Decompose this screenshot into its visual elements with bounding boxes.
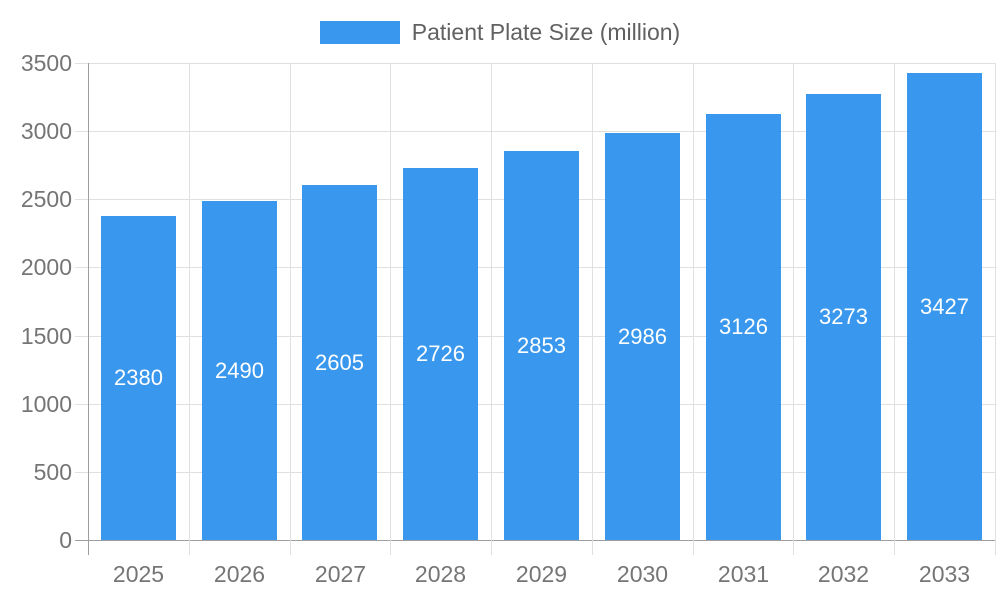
x-tick-label: 2030 <box>616 561 669 587</box>
y-tick-label: 500 <box>33 459 72 485</box>
x-tick-label: 2033 <box>918 561 971 587</box>
bar-value-label: 2380 <box>114 365 163 390</box>
bar: 3273 <box>806 94 881 540</box>
x-tick-label: 2025 <box>112 561 165 587</box>
y-tick-label: 1500 <box>20 323 72 349</box>
x-tick-label: 2028 <box>414 561 467 587</box>
bar-value-label: 3427 <box>920 293 969 319</box>
y-tick-label: 3000 <box>20 118 72 144</box>
y-gridline <box>75 131 995 132</box>
bar: 2490 <box>202 201 277 540</box>
x-tick-label: 2029 <box>515 561 568 587</box>
bar-value-label: 2605 <box>315 349 364 375</box>
bar-value-label: 2726 <box>416 341 465 366</box>
bar-value-label: 2986 <box>618 323 667 349</box>
bar: 3126 <box>706 114 781 540</box>
y-tick-label: 1000 <box>20 391 72 417</box>
y-tick-label: 0 <box>59 527 72 553</box>
y-tick-label: 3500 <box>20 50 72 76</box>
x-gridline <box>693 63 694 555</box>
bar: 2853 <box>504 151 579 540</box>
y-axis-line <box>88 63 89 555</box>
x-tick-label: 2031 <box>717 561 770 587</box>
bar: 2605 <box>302 185 377 540</box>
bar: 3427 <box>907 73 982 540</box>
x-gridline <box>592 63 593 555</box>
x-gridline <box>491 63 492 555</box>
x-gridline <box>793 63 794 555</box>
bar: 2986 <box>605 133 680 540</box>
bar: 2380 <box>101 216 176 540</box>
legend-swatch <box>319 20 400 44</box>
x-tick-label: 2027 <box>314 561 367 587</box>
x-tick-label: 2026 <box>213 561 266 587</box>
bar-value-label: 3273 <box>819 304 868 329</box>
x-gridline <box>995 63 996 555</box>
bar-value-label: 2490 <box>215 357 264 383</box>
bar-value-label: 2853 <box>517 332 566 358</box>
x-tick-label: 2032 <box>817 561 870 587</box>
bar-value-label: 3126 <box>719 314 768 339</box>
x-gridline <box>894 63 895 555</box>
legend[interactable]: Patient Plate Size (million) <box>0 18 1000 46</box>
y-tick-label: 2000 <box>20 254 72 280</box>
x-axis-line <box>75 540 995 541</box>
x-gridline <box>189 63 190 555</box>
legend-label: Patient Plate Size (million) <box>411 18 681 45</box>
y-gridline <box>75 63 995 64</box>
x-gridline <box>390 63 391 555</box>
x-gridline <box>290 63 291 555</box>
y-tick-label: 2500 <box>20 186 72 212</box>
bar: 2726 <box>403 168 478 540</box>
